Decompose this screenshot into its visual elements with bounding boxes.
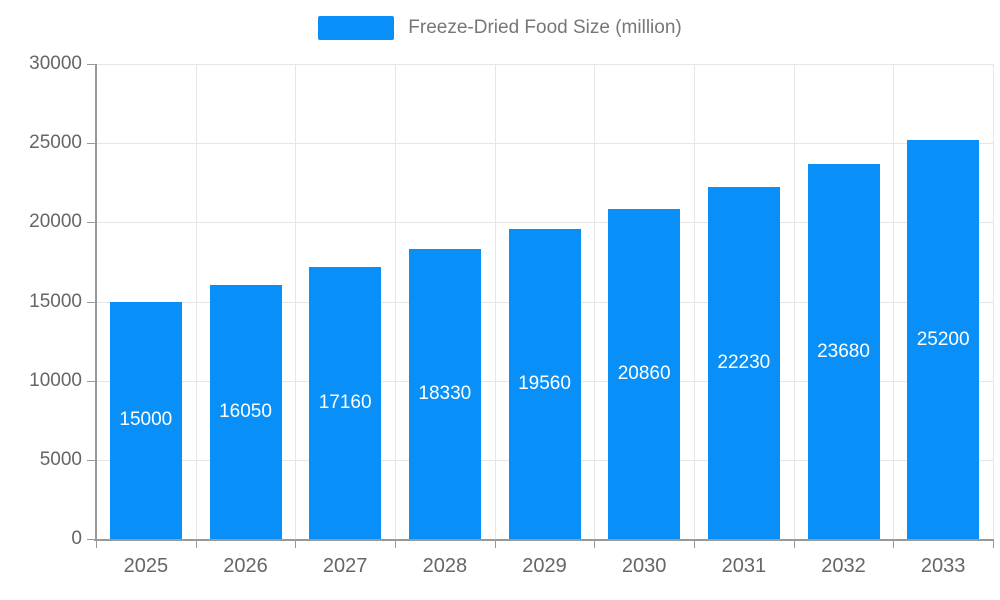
- bar: [707, 187, 780, 539]
- x-tick-label: 2025: [123, 555, 169, 577]
- bar-value-label: 25200: [916, 328, 970, 350]
- y-axis-tick: [87, 301, 96, 303]
- x-tick-label: 2026: [223, 555, 268, 577]
- y-tick-label: 20000: [29, 211, 82, 233]
- bar-value-label: 15000: [119, 409, 173, 431]
- bar: [807, 164, 880, 539]
- gridline-horizontal: [96, 222, 993, 224]
- x-tick-label: 2033: [920, 555, 966, 577]
- bar: [907, 140, 980, 539]
- gridline-vertical: [195, 64, 197, 539]
- bar-value-label: 16050: [219, 400, 272, 422]
- bar: [408, 248, 481, 539]
- bar-value-label: 17160: [318, 392, 372, 414]
- gridline-vertical: [395, 64, 396, 539]
- x-tick-label: 2031: [721, 555, 767, 577]
- gridline-vertical: [793, 64, 795, 539]
- y-tick-label: 25000: [29, 132, 82, 154]
- x-axis-tick: [594, 539, 596, 548]
- gridline-vertical: [694, 64, 695, 539]
- y-axis-tick: [87, 459, 96, 461]
- x-axis-tick: [993, 539, 994, 548]
- gridline-vertical: [594, 64, 596, 539]
- y-axis-tick: [87, 222, 96, 224]
- x-tick-label: 2028: [422, 555, 468, 577]
- bar-value-label: 19560: [518, 373, 571, 395]
- gridline-horizontal: [96, 64, 993, 65]
- x-axis-tick: [694, 539, 695, 548]
- x-tick-label: 2027: [322, 555, 368, 577]
- y-tick-label: 0: [71, 528, 82, 549]
- x-axis-tick: [96, 539, 97, 548]
- y-axis-tick: [87, 64, 96, 65]
- y-tick-label: 30000: [29, 53, 82, 74]
- bar: [608, 208, 681, 539]
- x-tick-label: 2029: [522, 555, 567, 577]
- legend-swatch: [318, 16, 395, 40]
- x-axis-tick: [893, 539, 895, 548]
- plot-area: 0 5000 10000 15000 20000 25000 30000 15000 2025 1…: [29, 53, 994, 577]
- gridline-vertical: [893, 64, 895, 539]
- gridline-horizontal: [96, 143, 993, 145]
- x-axis-tick: [395, 539, 396, 548]
- x-axis-line: [94, 539, 993, 541]
- gridline-vertical: [494, 64, 496, 539]
- gridline-vertical: [993, 64, 994, 539]
- bar: [209, 284, 282, 539]
- x-axis-tick: [295, 539, 297, 548]
- y-axis-line: [95, 64, 97, 539]
- bar: [109, 301, 182, 539]
- y-axis-tick: [87, 539, 96, 540]
- bar: [309, 267, 382, 539]
- bar-value-label: 22230: [717, 352, 771, 373]
- y-tick-label: 5000: [39, 448, 82, 470]
- bar: [508, 229, 581, 539]
- y-tick-label: 10000: [29, 369, 82, 391]
- legend-label: Freeze-Dried Food Size (million): [408, 17, 682, 38]
- legend[interactable]: Freeze-Dried Food Size (million): [0, 16, 1000, 40]
- x-tick-label: 2030: [621, 555, 667, 577]
- x-tick-label: 2032: [821, 555, 866, 577]
- y-tick-label: 15000: [29, 290, 82, 312]
- y-axis-tick: [87, 143, 96, 145]
- bar-value-label: 23680: [817, 340, 870, 362]
- bar-value-label: 20860: [617, 362, 671, 384]
- gridline-vertical: [295, 64, 297, 539]
- y-axis-tick: [87, 380, 96, 382]
- x-axis-tick: [494, 539, 496, 548]
- bar-value-label: 18330: [418, 382, 472, 404]
- x-axis-tick: [195, 539, 197, 548]
- x-axis-tick: [793, 539, 795, 548]
